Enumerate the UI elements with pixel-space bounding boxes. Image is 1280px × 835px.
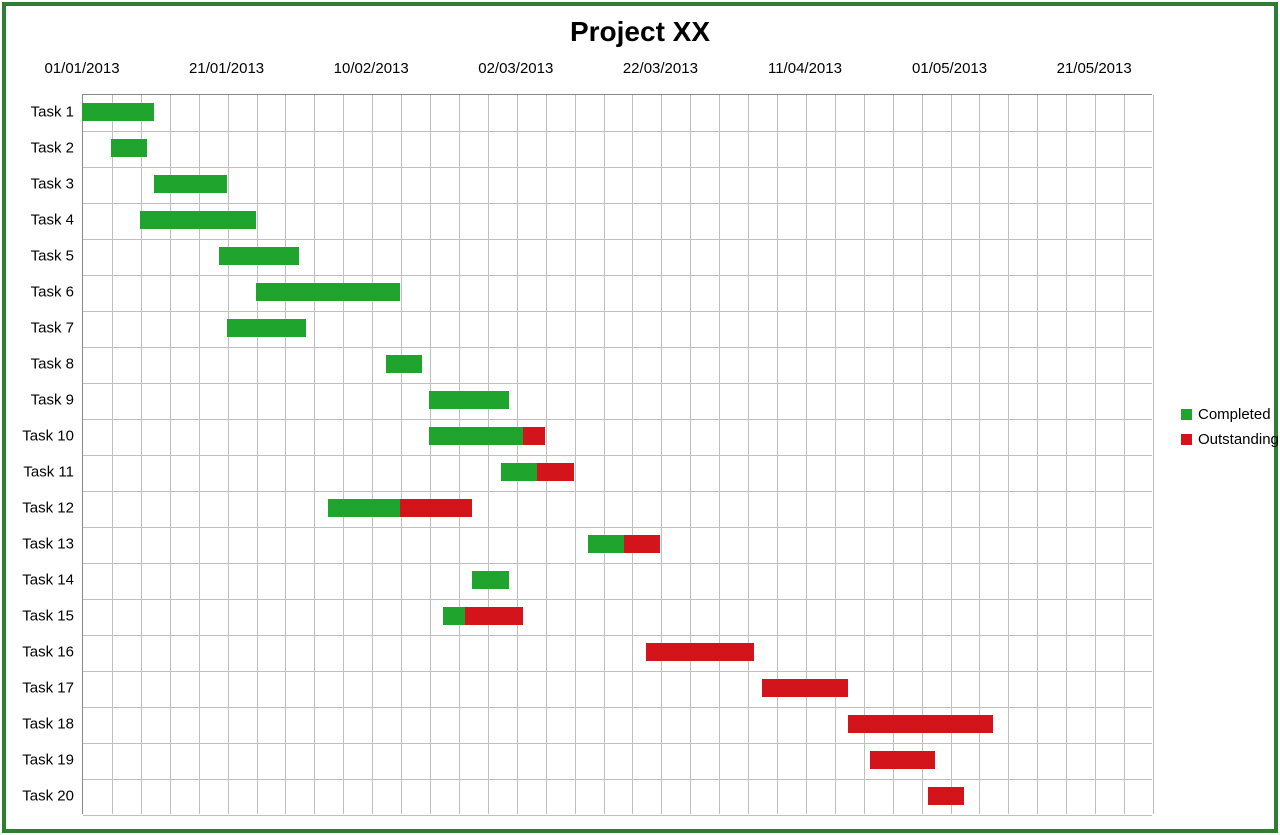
gridline-horizontal [83, 383, 1152, 384]
bar-outstanding [848, 715, 993, 733]
gridline-horizontal [83, 203, 1152, 204]
bar-completed [111, 139, 147, 157]
task-label: Task 12 [14, 500, 74, 517]
x-tick-label: 10/02/2013 [334, 60, 409, 77]
bar-completed [443, 607, 465, 625]
gridline-horizontal [83, 779, 1152, 780]
legend: Completed Outstanding [1181, 406, 1279, 456]
bar-completed [588, 535, 624, 553]
task-label: Task 8 [14, 356, 74, 373]
gridline-horizontal [83, 527, 1152, 528]
legend-label: Outstanding [1198, 431, 1279, 448]
bar-completed [429, 391, 509, 409]
task-label: Task 7 [14, 320, 74, 337]
bar-completed [227, 319, 307, 337]
bar-completed [429, 427, 523, 445]
gridline-vertical [1153, 95, 1154, 814]
x-tick-label: 01/05/2013 [912, 60, 987, 77]
task-label: Task 2 [14, 140, 74, 157]
x-tick-label: 01/01/2013 [44, 60, 119, 77]
x-tick-label: 11/04/2013 [768, 60, 842, 77]
legend-swatch [1181, 434, 1192, 445]
task-label: Task 10 [14, 428, 74, 445]
task-label: Task 9 [14, 392, 74, 409]
x-axis-labels: 01/01/2013 21/01/2013 10/02/2013 02/03/2013… [46, 60, 1176, 90]
chart-title: Project XX [6, 16, 1274, 48]
task-label: Task 20 [14, 788, 74, 805]
task-label: Task 4 [14, 212, 74, 229]
task-label: Task 14 [14, 572, 74, 589]
bar-completed [386, 355, 422, 373]
legend-label: Completed [1198, 406, 1271, 423]
task-label: Task 15 [14, 608, 74, 625]
gridline-horizontal [83, 815, 1152, 816]
bar-outstanding [928, 787, 964, 805]
bar-completed [472, 571, 508, 589]
gridline-horizontal [83, 743, 1152, 744]
gridline-horizontal [83, 635, 1152, 636]
x-tick-label: 22/03/2013 [623, 60, 698, 77]
x-tick-label: 21/05/2013 [1057, 60, 1132, 77]
task-label: Task 6 [14, 284, 74, 301]
task-label: Task 1 [14, 104, 74, 121]
bar-outstanding [400, 499, 472, 517]
bar-outstanding [523, 427, 545, 445]
bar-outstanding [646, 643, 754, 661]
task-label: Task 19 [14, 752, 74, 769]
gridline-horizontal [83, 311, 1152, 312]
bar-outstanding [537, 463, 573, 481]
gridline-horizontal [83, 563, 1152, 564]
gridline-horizontal [83, 167, 1152, 168]
x-tick-label: 21/01/2013 [189, 60, 264, 77]
gridline-horizontal [83, 239, 1152, 240]
gridline-horizontal [83, 671, 1152, 672]
gridline-horizontal [83, 491, 1152, 492]
bar-outstanding [870, 751, 935, 769]
bar-completed [256, 283, 401, 301]
bar-completed [328, 499, 400, 517]
legend-swatch [1181, 409, 1192, 420]
task-label: Task 17 [14, 680, 74, 697]
legend-item: Outstanding [1181, 431, 1279, 448]
task-label: Task 5 [14, 248, 74, 265]
gridline-horizontal [83, 707, 1152, 708]
bar-completed [140, 211, 256, 229]
legend-item: Completed [1181, 406, 1279, 423]
gridline-horizontal [83, 419, 1152, 420]
grid [82, 94, 1152, 814]
gridline-horizontal [83, 455, 1152, 456]
bar-outstanding [465, 607, 523, 625]
bar-completed [219, 247, 299, 265]
task-label: Task 3 [14, 176, 74, 193]
plot-area: Task 1Task 2Task 3Task 4Task 5Task 6Task… [82, 94, 1152, 814]
task-label: Task 13 [14, 536, 74, 553]
task-label: Task 18 [14, 716, 74, 733]
gridline-horizontal [83, 275, 1152, 276]
bar-completed [501, 463, 537, 481]
gridline-horizontal [83, 131, 1152, 132]
task-label: Task 16 [14, 644, 74, 661]
task-label: Task 11 [14, 464, 74, 481]
gridline-horizontal [83, 599, 1152, 600]
x-tick-label: 02/03/2013 [478, 60, 553, 77]
bar-completed [154, 175, 226, 193]
chart-frame: Project XX 01/01/2013 21/01/2013 10/02/201… [2, 2, 1278, 833]
bar-outstanding [624, 535, 660, 553]
gridline-horizontal [83, 347, 1152, 348]
bar-completed [82, 103, 154, 121]
bar-outstanding [762, 679, 849, 697]
